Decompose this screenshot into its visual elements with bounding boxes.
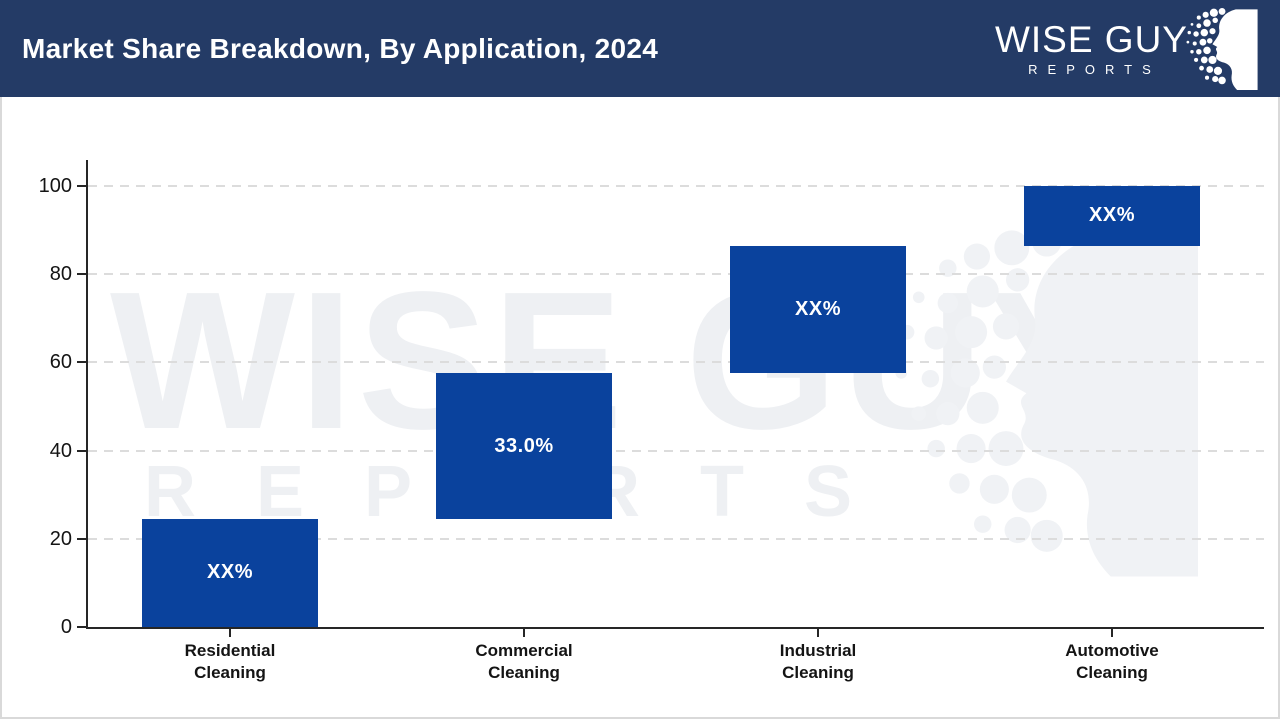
bar-value-label: 33.0% [494,434,554,457]
y-axis-tick-label: 100 [38,175,72,197]
x-axis-category-label-line: Automotive [1065,641,1159,660]
gridline [88,185,1264,187]
x-axis-tick [1111,629,1113,637]
y-axis-line [86,160,88,629]
x-axis-category-label-line: Cleaning [194,663,266,682]
x-axis-category-label: Automotive Cleaning [992,640,1232,684]
gridline [88,537,1264,540]
bar-value-label: XX% [207,561,253,584]
gridline [88,273,1264,276]
waterfall-bar-residential-cleaning: XX% [142,518,318,627]
x-axis-category-label-line: Cleaning [782,663,854,682]
face-logo-icon [1182,8,1258,90]
gridline [88,449,1264,452]
x-axis-tick [523,629,525,637]
x-axis-category-label-line: Cleaning [488,663,560,682]
page-title: Market Share Breakdown, By Application, … [22,32,659,64]
y-axis-tick [77,273,86,276]
x-axis-tick [817,629,819,637]
bar-value-label: XX% [1089,204,1135,227]
y-axis-tick-label: 0 [60,616,72,638]
y-axis-tick-label: 20 [49,527,72,550]
brand-logo-text: WISE GUY REPORTS [994,19,1188,78]
x-axis-category-label: Industrial Cleaning [698,640,938,684]
y-axis-tick [77,185,86,187]
y-axis-tick-label: 60 [49,351,72,374]
brand-name: WISE GUY [994,19,1188,60]
x-axis-category-label-line: Commercial [475,641,573,660]
x-axis-category-label-line: Cleaning [1076,663,1148,682]
x-axis-category-label: Residential Cleaning [110,640,350,684]
waterfall-bar-automotive-cleaning: XX% [1024,186,1200,246]
brand-subname: REPORTS [1028,62,1161,77]
x-axis-category-label-line: Residential [184,641,276,660]
header: Market Share Breakdown, By Application, … [0,0,1280,97]
x-axis-tick [229,629,231,637]
x-axis-category-label-line: Industrial [779,641,857,660]
y-axis-tick [77,537,86,540]
y-axis-tick [77,626,86,628]
y-axis-tick [77,449,86,452]
waterfall-bar-commercial-cleaning: 33.0% [436,373,612,519]
y-axis-tick [77,361,86,364]
bar-value-label: XX% [795,297,841,320]
gridline [88,361,1264,364]
waterfall-bar-industrial-cleaning: XX% [730,245,906,374]
x-axis-category-label: Commercial Cleaning [404,640,644,684]
y-axis-tick-label: 80 [49,263,72,286]
brand-logo: WISE GUY REPORTS [995,8,1258,90]
x-axis-line [86,627,1264,629]
y-axis-tick-label: 40 [49,439,72,462]
